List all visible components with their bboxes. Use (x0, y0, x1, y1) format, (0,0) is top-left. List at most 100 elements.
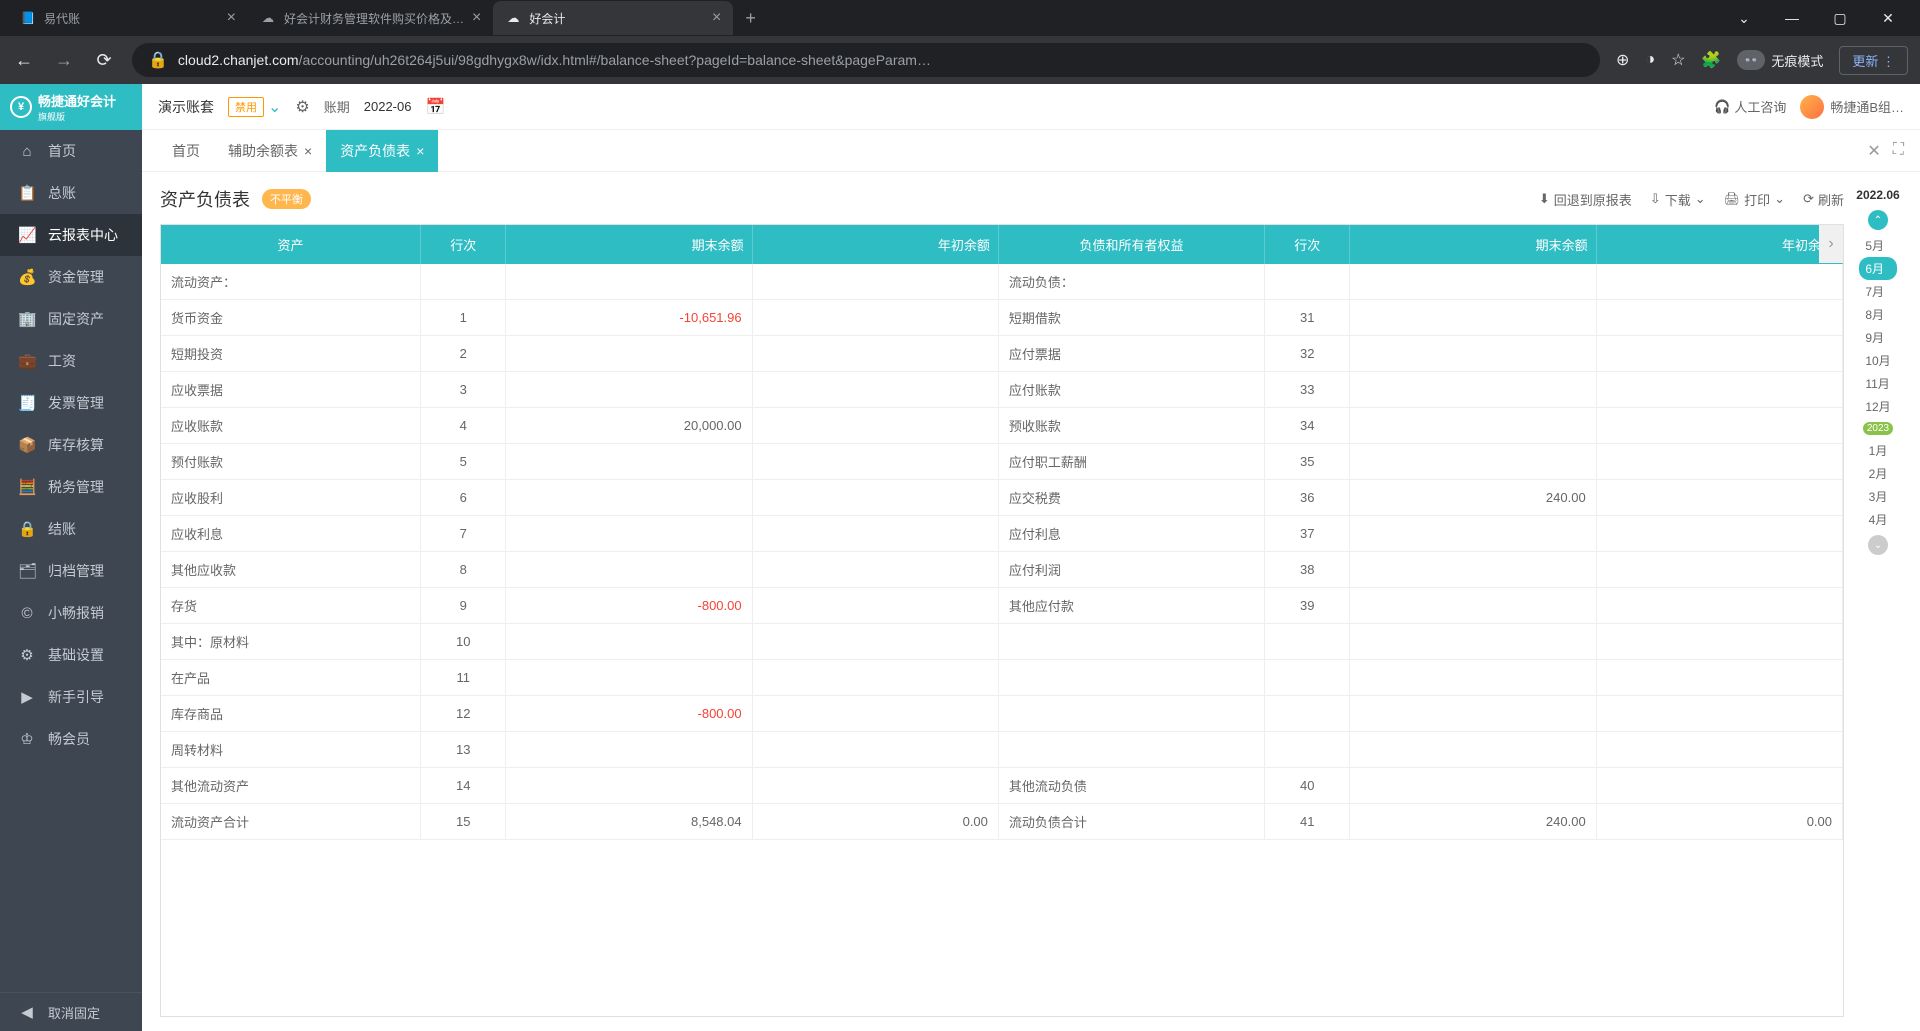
cell-liab[interactable] (998, 732, 1264, 768)
cell-liab[interactable]: 应付票据 (998, 336, 1264, 372)
sidebar-item[interactable]: 💰资金管理 (0, 256, 142, 298)
bookmark-icon[interactable]: ☆ (1671, 50, 1685, 70)
browser-tab[interactable]: ☁好会计× (493, 1, 733, 35)
cell-asset[interactable]: 应收账款 (161, 408, 421, 444)
sidebar-item[interactable]: 📋总账 (0, 172, 142, 214)
sidebar-item[interactable]: 🏢固定资产 (0, 298, 142, 340)
cell-liab[interactable] (998, 624, 1264, 660)
cell-asset[interactable]: 周转材料 (161, 732, 421, 768)
sidebar-item[interactable]: ©小畅报销 (0, 592, 142, 634)
cell-liab[interactable]: 流动负债： (998, 264, 1264, 300)
url-input[interactable]: 🔒 cloud2.chanjet.com/accounting/uh26t264… (132, 43, 1600, 77)
chevron-down-icon[interactable]: ⌄ (1732, 10, 1756, 27)
account-dropdown[interactable]: ⌄ (268, 97, 281, 117)
cell-asset[interactable]: 应收股利 (161, 480, 421, 516)
cell-liab[interactable]: 其他应付款 (998, 588, 1264, 624)
month-item[interactable]: 4月 (1863, 508, 1894, 531)
page-tab[interactable]: 资产负债表× (326, 130, 438, 172)
minimize-button[interactable]: ― (1780, 10, 1804, 27)
scroll-down-button[interactable]: ⌄ (1868, 535, 1888, 555)
cell-asset[interactable]: 存货 (161, 588, 421, 624)
cell-liab[interactable]: 流动负债合计 (998, 804, 1264, 840)
cell-asset[interactable]: 应收票据 (161, 372, 421, 408)
puzzle-icon[interactable]: 🧩 (1701, 50, 1721, 70)
month-item[interactable]: 2月 (1863, 462, 1894, 485)
cell-liab[interactable]: 预收账款 (998, 408, 1264, 444)
cell-liab[interactable]: 应付利息 (998, 516, 1264, 552)
cell-asset[interactable]: 库存商品 (161, 696, 421, 732)
month-item[interactable]: 1月 (1863, 439, 1894, 462)
support-link[interactable]: 🎧 人工咨询 (1714, 97, 1786, 116)
cell-asset[interactable]: 短期投资 (161, 336, 421, 372)
cell-asset[interactable]: 流动资产： (161, 264, 421, 300)
tab-close-icon[interactable]: × (472, 9, 481, 27)
cell-asset[interactable]: 预付账款 (161, 444, 421, 480)
month-item[interactable]: 5月 (1859, 234, 1896, 257)
cell-asset[interactable]: 其中：原材料 (161, 624, 421, 660)
month-item[interactable]: 7月 (1859, 280, 1896, 303)
forward-button[interactable]: → (52, 50, 76, 71)
sidebar-item[interactable]: 🔒结账 (0, 508, 142, 550)
cell-asset[interactable]: 在产品 (161, 660, 421, 696)
cell-asset[interactable]: 其他应收款 (161, 552, 421, 588)
sidebar-item[interactable]: ⚙基础设置 (0, 634, 142, 676)
extensions-icon[interactable]: ◑ (1645, 51, 1655, 69)
download-button[interactable]: ⇩下载 ⌄ (1650, 190, 1706, 209)
tab-close-icon[interactable]: × (227, 9, 236, 27)
back-button[interactable]: ← (12, 50, 36, 71)
page-tab[interactable]: 首页 (158, 130, 214, 172)
cell-asset[interactable]: 其他流动资产 (161, 768, 421, 804)
month-item[interactable]: 12月 (1859, 395, 1896, 418)
cell-asset[interactable]: 应收利息 (161, 516, 421, 552)
close-icon[interactable]: × (416, 143, 424, 159)
month-item[interactable]: 11月 (1859, 372, 1896, 395)
cell-liab[interactable] (998, 696, 1264, 732)
sidebar-item[interactable]: ♔畅会员 (0, 718, 142, 760)
close-window-button[interactable]: ✕ (1876, 10, 1900, 27)
reload-button[interactable]: ⟳ (92, 50, 116, 71)
refresh-button[interactable]: ⟳刷新 (1803, 190, 1844, 209)
close-icon[interactable]: × (304, 143, 312, 159)
browser-tab[interactable]: 📘易代账× (8, 1, 248, 35)
cell-liab[interactable]: 短期借款 (998, 300, 1264, 336)
month-item[interactable]: 6月 (1859, 257, 1896, 280)
cell-liab[interactable]: 应交税费 (998, 480, 1264, 516)
fullscreen-icon[interactable]: ⛶ (1893, 141, 1904, 161)
sidebar-item[interactable]: 📦库存核算 (0, 424, 142, 466)
close-all-tabs-icon[interactable]: ✕ (1867, 141, 1880, 161)
sidebar-item[interactable]: 🧾发票管理 (0, 382, 142, 424)
sidebar-item[interactable]: 🧮税务管理 (0, 466, 142, 508)
new-tab-button[interactable]: + (733, 8, 768, 29)
page-tab[interactable]: 辅助余额表× (214, 130, 326, 172)
unpin-button[interactable]: ◀ 取消固定 (0, 993, 142, 1031)
sidebar-item[interactable]: 📈云报表中心 (0, 214, 142, 256)
cell-liab[interactable]: 其他流动负债 (998, 768, 1264, 804)
update-button[interactable]: 更新 ⋮ (1839, 46, 1908, 75)
cell-liab[interactable]: 应付利润 (998, 552, 1264, 588)
cell-liab[interactable]: 应付职工薪酬 (998, 444, 1264, 480)
sidebar-item[interactable]: ⌂首页 (0, 130, 142, 172)
logo[interactable]: ¥ 畅捷通好会计 旗舰版 (0, 84, 142, 130)
user-menu[interactable]: 畅捷通B组… (1800, 95, 1904, 119)
month-item[interactable]: 10月 (1859, 349, 1896, 372)
sidebar-item[interactable]: 🗂归档管理 (0, 550, 142, 592)
cell-asset[interactable]: 货币资金 (161, 300, 421, 336)
scroll-right-button[interactable]: › (1819, 225, 1843, 263)
calendar-icon[interactable]: 📅 (425, 97, 445, 117)
disable-tag[interactable]: 禁用 (228, 97, 264, 117)
print-button[interactable]: 🖨打印 ⌄ (1724, 190, 1785, 209)
month-item[interactable]: 3月 (1863, 485, 1894, 508)
maximize-button[interactable]: ▢ (1828, 10, 1852, 27)
tab-close-icon[interactable]: × (712, 9, 721, 27)
rollback-button[interactable]: ⬇回退到原报表 (1539, 190, 1632, 209)
zoom-icon[interactable]: ⊕ (1616, 50, 1629, 70)
month-item[interactable]: 9月 (1859, 326, 1896, 349)
sidebar-item[interactable]: 💼工资 (0, 340, 142, 382)
cell-liab[interactable] (998, 660, 1264, 696)
gear-icon[interactable]: ⚙ (295, 97, 309, 117)
cell-asset[interactable]: 流动资产合计 (161, 804, 421, 840)
month-item[interactable]: 8月 (1859, 303, 1896, 326)
cell-liab[interactable]: 应付账款 (998, 372, 1264, 408)
browser-tab[interactable]: ☁好会计财务管理软件购买价格及…× (248, 1, 493, 35)
scroll-up-button[interactable]: ⌃ (1868, 210, 1888, 230)
